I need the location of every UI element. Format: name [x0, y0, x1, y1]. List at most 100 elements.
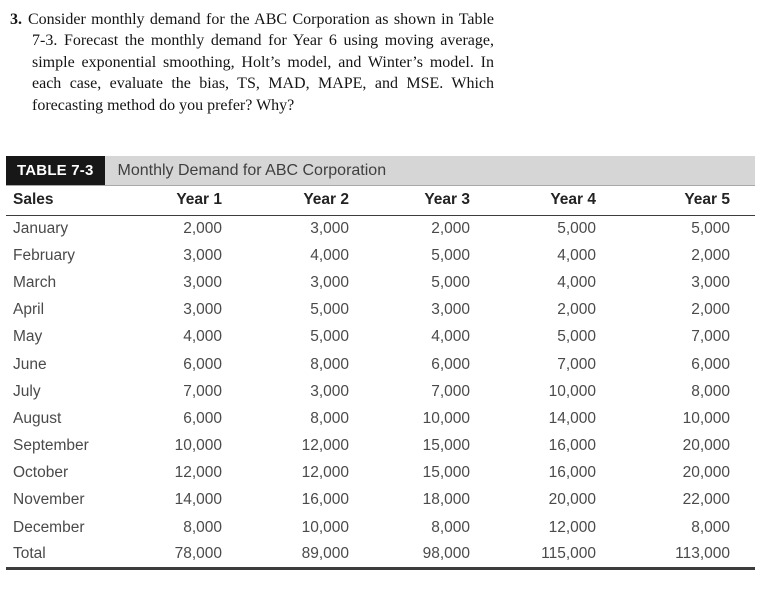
- table-row: May 4,000 5,000 4,000 5,000 7,000: [6, 324, 755, 351]
- problem-number: 3.: [10, 11, 22, 28]
- cell-value: 89,000: [222, 541, 349, 570]
- table-body: January 2,000 3,000 2,000 5,000 5,000 Fe…: [6, 215, 755, 570]
- cell-value: 3,000: [183, 246, 222, 264]
- cell-value: 6,000: [183, 409, 222, 427]
- table-row: November 14,000 16,000 18,000 20,000 22,…: [6, 487, 755, 514]
- cell-value: 7,000: [431, 382, 470, 400]
- cell-value: 12,000: [301, 464, 349, 482]
- cell-value: 6,000: [183, 355, 222, 373]
- cell-value: 3,000: [431, 301, 470, 319]
- cell-value: 6,000: [431, 355, 470, 373]
- table-row: January 2,000 3,000 2,000 5,000 5,000: [6, 215, 755, 242]
- cell-value: 3,000: [310, 273, 349, 291]
- table-title-bar: TABLE 7-3 Monthly Demand for ABC Corpora…: [6, 156, 755, 186]
- cell-value: 4,000: [310, 246, 349, 264]
- row-label: November: [13, 491, 85, 509]
- row-label: August: [13, 409, 62, 427]
- cell-value: 5,000: [557, 219, 596, 237]
- cell-value: 78,000: [156, 541, 222, 570]
- cell-value: 4,000: [557, 273, 596, 291]
- table-row: July 7,000 3,000 7,000 10,000 8,000: [6, 378, 755, 405]
- column-header-year3: Year 3: [349, 186, 470, 216]
- cell-value: 2,000: [691, 246, 730, 264]
- cell-value: 5,000: [557, 328, 596, 346]
- table-row: August 6,000 8,000 10,000 14,000 10,000: [6, 405, 755, 432]
- cell-value: 3,000: [183, 301, 222, 319]
- cell-value: 8,000: [691, 518, 730, 536]
- cell-value: 3,000: [310, 382, 349, 400]
- cell-value: 15,000: [422, 464, 470, 482]
- cell-value: 3,000: [691, 273, 730, 291]
- row-label: January: [13, 219, 69, 237]
- problem-text: Consider monthly demand for the ABC Corp…: [28, 11, 494, 114]
- column-header-year5: Year 5: [596, 186, 755, 216]
- cell-value: 10,000: [174, 437, 222, 455]
- cell-value: 8,000: [691, 382, 730, 400]
- table-header: Sales Year 1 Year 2 Year 3 Year 4 Year 5: [6, 186, 755, 216]
- cell-value: 5,000: [310, 328, 349, 346]
- row-label: July: [13, 382, 41, 400]
- table-row: March 3,000 3,000 5,000 4,000 3,000: [6, 269, 755, 296]
- cell-value: 2,000: [557, 301, 596, 319]
- cell-value: 16,000: [548, 464, 596, 482]
- cell-value: 10,000: [682, 409, 730, 427]
- cell-value: 20,000: [682, 464, 730, 482]
- problem-statement: 3. Consider monthly demand for the ABC Co…: [10, 9, 494, 116]
- row-label: June: [13, 355, 47, 373]
- cell-value: 98,000: [349, 541, 470, 570]
- cell-value: 5,000: [431, 246, 470, 264]
- cell-value: 2,000: [431, 219, 470, 237]
- cell-value: 20,000: [682, 437, 730, 455]
- cell-value: 3,000: [183, 273, 222, 291]
- cell-value: 20,000: [548, 491, 596, 509]
- cell-value: 15,000: [422, 437, 470, 455]
- cell-value: 2,000: [691, 301, 730, 319]
- cell-value: 16,000: [548, 437, 596, 455]
- row-label: Total: [6, 541, 156, 570]
- table-row-total: Total 78,000 89,000 98,000 115,000 113,0…: [6, 541, 755, 570]
- row-label: March: [13, 273, 57, 291]
- row-label: October: [13, 464, 69, 482]
- column-header-sales: Sales: [6, 186, 156, 216]
- cell-value: 12,000: [174, 464, 222, 482]
- row-label: September: [13, 437, 89, 455]
- cell-value: 4,000: [183, 328, 222, 346]
- cell-value: 5,000: [691, 219, 730, 237]
- header-row: Sales Year 1 Year 2 Year 3 Year 4 Year 5: [6, 186, 755, 216]
- cell-value: 10,000: [301, 518, 349, 536]
- table-row: June 6,000 8,000 6,000 7,000 6,000: [6, 351, 755, 378]
- cell-value: 6,000: [691, 355, 730, 373]
- cell-value: 5,000: [310, 301, 349, 319]
- cell-value: 10,000: [548, 382, 596, 400]
- monthly-demand-table: Sales Year 1 Year 2 Year 3 Year 4 Year 5…: [6, 186, 755, 570]
- cell-value: 2,000: [183, 219, 222, 237]
- cell-value: 4,000: [431, 328, 470, 346]
- cell-value: 12,000: [548, 518, 596, 536]
- cell-value: 14,000: [548, 409, 596, 427]
- cell-value: 113,000: [596, 541, 755, 570]
- cell-value: 7,000: [183, 382, 222, 400]
- row-label: May: [13, 328, 43, 346]
- table-row: February 3,000 4,000 5,000 4,000 2,000: [6, 242, 755, 269]
- cell-value: 7,000: [557, 355, 596, 373]
- cell-value: 8,000: [183, 518, 222, 536]
- cell-value: 16,000: [301, 491, 349, 509]
- cell-value: 5,000: [431, 273, 470, 291]
- cell-value: 4,000: [557, 246, 596, 264]
- column-header-year4: Year 4: [470, 186, 596, 216]
- column-header-year1: Year 1: [156, 186, 222, 216]
- cell-value: 10,000: [422, 409, 470, 427]
- cell-value: 22,000: [682, 491, 730, 509]
- table-row: September 10,000 12,000 15,000 16,000 20…: [6, 433, 755, 460]
- cell-value: 8,000: [431, 518, 470, 536]
- column-header-year2: Year 2: [222, 186, 349, 216]
- cell-value: 8,000: [310, 355, 349, 373]
- cell-value: 14,000: [174, 491, 222, 509]
- cell-value: 8,000: [310, 409, 349, 427]
- cell-value: 7,000: [691, 328, 730, 346]
- cell-value: 18,000: [422, 491, 470, 509]
- cell-value: 12,000: [301, 437, 349, 455]
- cell-value: 3,000: [310, 219, 349, 237]
- demand-table-block: TABLE 7-3 Monthly Demand for ABC Corpora…: [6, 156, 755, 570]
- table-row: December 8,000 10,000 8,000 12,000 8,000: [6, 514, 755, 541]
